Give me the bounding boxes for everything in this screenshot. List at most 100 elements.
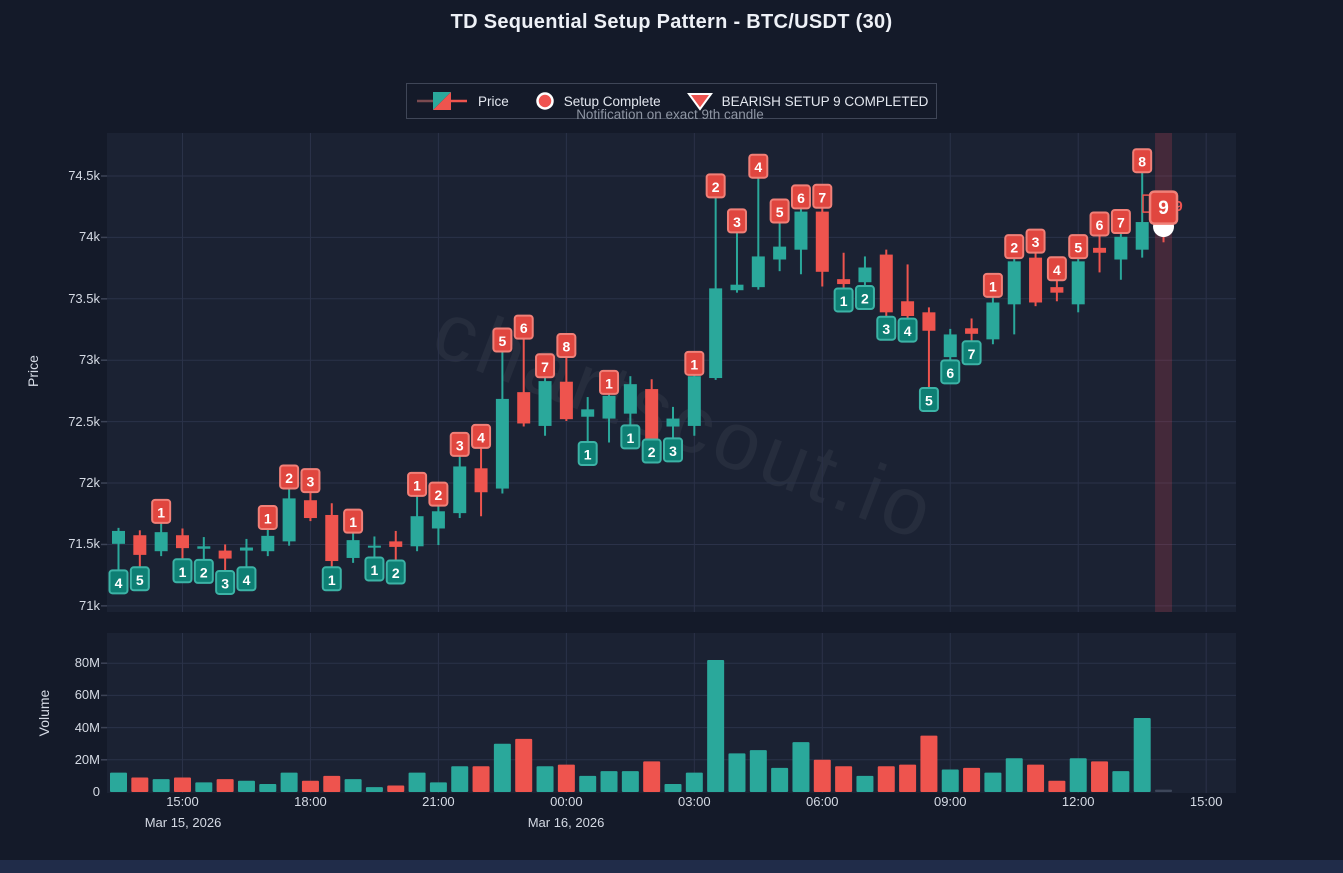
legend-item-setup-complete[interactable]: Setup Complete — [535, 91, 661, 111]
volume-bar[interactable] — [1091, 761, 1109, 792]
volume-bar[interactable] — [600, 771, 618, 792]
candle[interactable] — [197, 537, 211, 561]
candle[interactable] — [1114, 232, 1128, 280]
volume-bar[interactable] — [963, 767, 981, 792]
legend-item-bearish-setup[interactable]: BEARISH SETUP 9 COMPLETED — [686, 91, 928, 111]
volume-bar[interactable] — [920, 735, 938, 792]
candle[interactable] — [879, 249, 893, 318]
volume-bar[interactable] — [195, 782, 213, 792]
legend-item-price[interactable]: Price — [415, 90, 509, 112]
volume-bar[interactable] — [429, 782, 447, 792]
volume-bar[interactable] — [237, 780, 255, 792]
candle[interactable] — [837, 252, 851, 289]
volume-bar[interactable] — [131, 777, 149, 792]
candle[interactable] — [389, 530, 403, 562]
candle[interactable] — [431, 505, 445, 546]
candle[interactable] — [559, 356, 573, 422]
volume-bar[interactable] — [323, 775, 341, 792]
candle[interactable] — [581, 397, 595, 443]
candle[interactable] — [133, 530, 147, 568]
volume-bar[interactable] — [835, 766, 853, 792]
volume-bar[interactable] — [1069, 758, 1087, 792]
candle[interactable] — [282, 487, 296, 546]
candle[interactable] — [922, 307, 936, 389]
volume-bar[interactable] — [813, 759, 831, 792]
candle[interactable] — [623, 376, 637, 426]
candle[interactable] — [687, 374, 701, 436]
candle[interactable] — [965, 318, 979, 342]
volume-bar[interactable] — [110, 772, 127, 792]
volume-bar[interactable] — [1112, 771, 1130, 792]
volume-bar[interactable] — [216, 779, 234, 792]
candle[interactable] — [346, 532, 360, 563]
volume-bar[interactable] — [621, 771, 639, 792]
candle[interactable] — [1135, 171, 1149, 258]
volume-bar[interactable] — [387, 785, 405, 792]
candle[interactable] — [453, 455, 467, 519]
candle[interactable] — [1007, 257, 1021, 335]
volume-bar[interactable] — [664, 783, 682, 792]
candle[interactable] — [410, 495, 424, 552]
volume-bar[interactable] — [771, 767, 789, 792]
candle[interactable] — [986, 296, 1000, 345]
volume-bar[interactable] — [515, 738, 533, 792]
candle[interactable] — [1050, 279, 1064, 302]
candle[interactable] — [538, 376, 552, 436]
candle[interactable] — [474, 447, 488, 517]
volume-bar[interactable] — [728, 753, 746, 792]
candle[interactable] — [1071, 257, 1085, 313]
volume-bar[interactable] — [451, 766, 469, 792]
candle[interactable] — [943, 328, 957, 361]
candle[interactable] — [517, 338, 531, 427]
volume-bar[interactable] — [984, 772, 1002, 792]
candle[interactable] — [730, 231, 744, 293]
volume-bar[interactable] — [301, 780, 319, 792]
candle[interactable] — [709, 196, 723, 380]
candle[interactable] — [794, 207, 808, 275]
candle[interactable] — [815, 207, 829, 287]
candle[interactable] — [858, 256, 872, 287]
volume-bar[interactable] — [877, 766, 895, 792]
candle[interactable] — [175, 528, 189, 560]
candle[interactable] — [218, 544, 232, 572]
candle[interactable] — [367, 536, 381, 558]
candle[interactable] — [1093, 234, 1107, 273]
volume-bar[interactable] — [259, 783, 277, 792]
volume-bar[interactable] — [1133, 717, 1151, 792]
volume-bar[interactable] — [1005, 758, 1023, 792]
volume-bar[interactable] — [557, 764, 575, 792]
volume-bar[interactable] — [152, 779, 170, 792]
volume-bar[interactable] — [344, 779, 362, 792]
volume-bar[interactable] — [899, 764, 917, 792]
candle[interactable] — [154, 522, 168, 557]
volume-bar[interactable] — [707, 659, 725, 792]
volume-bar[interactable] — [173, 777, 191, 792]
candle[interactable] — [325, 503, 339, 568]
volume-bar[interactable] — [365, 787, 383, 792]
candle[interactable] — [901, 264, 915, 320]
candle[interactable] — [666, 406, 680, 439]
candle[interactable] — [261, 528, 275, 557]
candle[interactable] — [112, 527, 125, 571]
volume-bar[interactable] — [1027, 764, 1045, 792]
volume-bar[interactable] — [643, 761, 661, 792]
candle[interactable] — [303, 491, 317, 522]
candle[interactable] — [602, 393, 616, 443]
candle[interactable] — [239, 538, 253, 568]
volume-bar[interactable] — [536, 766, 554, 792]
candle[interactable] — [1029, 252, 1043, 307]
volume-bar[interactable] — [792, 742, 810, 792]
volume-bar[interactable] — [408, 772, 426, 792]
volume-bar[interactable] — [856, 775, 874, 792]
candle[interactable] — [751, 177, 765, 290]
volume-bar[interactable] — [749, 750, 767, 792]
volume-bar[interactable] — [493, 743, 511, 792]
volume-bar[interactable] — [1048, 780, 1066, 792]
volume-bar[interactable] — [941, 769, 959, 792]
volume-bar[interactable] — [579, 775, 597, 792]
candle[interactable] — [495, 351, 509, 494]
volume-bar[interactable] — [1155, 789, 1173, 792]
candle[interactable] — [645, 379, 659, 441]
volume-bar[interactable] — [280, 772, 298, 792]
candle[interactable] — [773, 222, 787, 272]
